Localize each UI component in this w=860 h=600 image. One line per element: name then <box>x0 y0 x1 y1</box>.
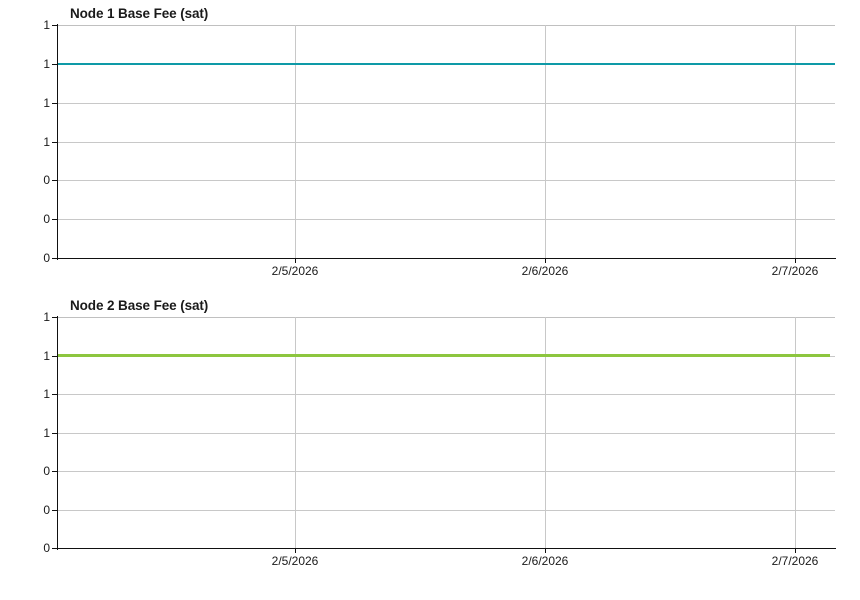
gridline-horizontal <box>58 471 835 472</box>
chart-title: Node 1 Base Fee (sat) <box>70 6 209 21</box>
y-axis-label: 0 <box>43 502 50 517</box>
x-axis-tick <box>295 548 296 553</box>
y-axis-label: 1 <box>43 387 50 401</box>
y-axis-label: 0 <box>43 173 50 188</box>
y-axis-tick <box>52 509 57 511</box>
x-axis-tick <box>295 258 296 263</box>
gridline-horizontal <box>58 141 835 143</box>
y-axis-label: 1 <box>43 425 50 440</box>
y-axis-tick <box>52 432 57 434</box>
y-axis-label: 0 <box>43 251 50 265</box>
y-axis-tick <box>52 141 57 143</box>
gridline-vertical <box>295 25 296 258</box>
y-axis-tick <box>52 25 57 26</box>
y-axis-label: 1 <box>43 95 50 110</box>
chart-panel-node-1: Node 1 Base Fee (sat) 1 1 1 1 0 0 0 <box>0 0 860 290</box>
x-axis-label: 2/7/2026 <box>771 554 819 568</box>
x-axis-line <box>57 258 836 260</box>
gridline-vertical <box>545 25 546 258</box>
y-axis-line <box>57 316 59 550</box>
y-axis-tick <box>52 317 57 318</box>
y-axis-tick <box>52 258 57 259</box>
gridline-vertical <box>295 317 296 548</box>
series-line-node-2 <box>58 354 830 357</box>
y-axis-label: 1 <box>43 310 50 324</box>
y-axis-label: 1 <box>43 56 50 71</box>
gridline-horizontal <box>58 102 835 104</box>
y-axis-label: 1 <box>43 348 50 363</box>
x-axis-label: 2/5/2026 <box>271 554 319 568</box>
gridline-vertical <box>795 317 796 548</box>
y-axis-tick <box>52 355 57 357</box>
gridline-horizontal <box>58 219 835 221</box>
y-axis-label: 0 <box>43 464 50 478</box>
y-axis-label: 0 <box>43 541 50 555</box>
plot-area <box>58 25 835 258</box>
x-axis-tick <box>545 258 546 263</box>
y-axis-line <box>57 24 59 260</box>
x-axis-tick <box>795 258 796 263</box>
y-axis-label: 1 <box>43 134 50 149</box>
gridline-horizontal <box>58 394 835 395</box>
x-axis-label: 2/6/2026 <box>521 554 569 568</box>
x-axis-line <box>57 548 836 550</box>
x-axis-label: 2/5/2026 <box>271 264 319 278</box>
chart-title: Node 2 Base Fee (sat) <box>70 298 209 313</box>
y-axis-tick <box>52 102 57 104</box>
y-axis-tick <box>52 180 57 182</box>
x-axis-tick <box>795 548 796 553</box>
gridline-horizontal <box>58 432 835 434</box>
gridline-horizontal <box>58 180 835 182</box>
y-axis-tick <box>52 219 57 221</box>
y-axis-tick <box>52 471 57 472</box>
series-line-node-1 <box>58 62 835 66</box>
gridline-vertical <box>545 317 546 548</box>
y-axis-tick <box>52 394 57 395</box>
x-axis-label: 2/6/2026 <box>521 264 569 278</box>
gridline-horizontal <box>58 317 835 318</box>
x-axis-tick <box>545 548 546 553</box>
y-axis-label: 0 <box>43 212 50 227</box>
gridline-horizontal <box>58 509 835 511</box>
gridline-vertical <box>795 25 796 258</box>
x-axis-label: 2/7/2026 <box>771 264 819 278</box>
y-axis-tick <box>52 548 57 549</box>
chart-panel-node-2: Node 2 Base Fee (sat) 1 1 1 1 0 0 0 <box>0 292 860 582</box>
gridline-horizontal <box>58 25 835 26</box>
plot-area <box>58 317 835 548</box>
y-axis-tick <box>52 63 57 65</box>
y-axis-label: 1 <box>43 18 50 32</box>
